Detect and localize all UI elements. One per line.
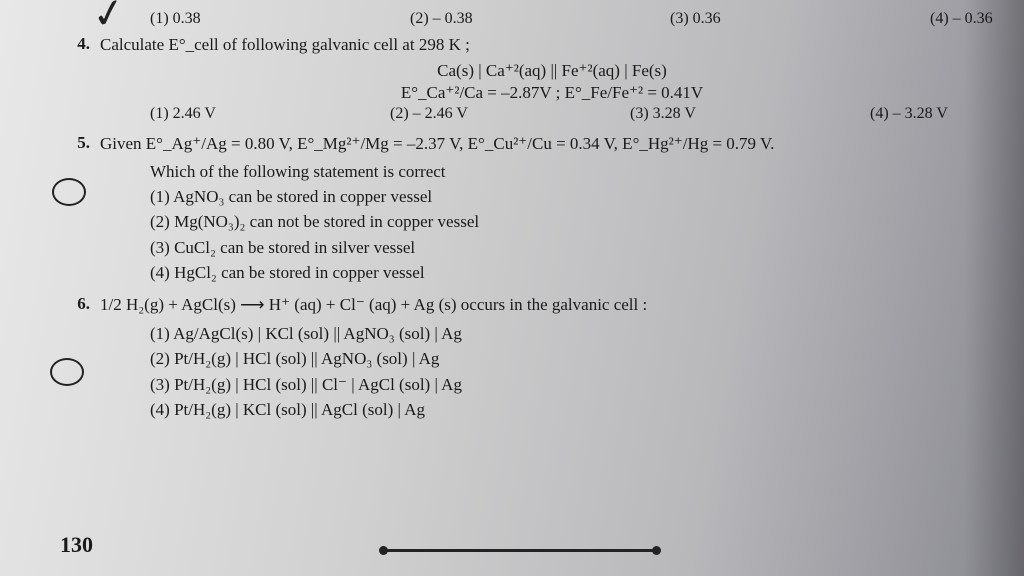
prev-option-3: (3) 0.36 (670, 10, 790, 28)
prev-option-1: (1) 0.38 (150, 10, 270, 28)
q5-option-3: (3) CuCl₂ can be stored in silver vessel (150, 235, 984, 261)
q4-cell-notation: Ca(s) | Ca⁺²(aq) || Fe⁺²(aq) | Fe(s) (120, 61, 984, 81)
checkmark-annotation: ✓ (88, 0, 129, 40)
q4-text: Calculate E°_cell of following galvanic … (100, 34, 984, 57)
q6-option-1: (1) Ag/AgCl(s) | KCl (sol) || AgNO₃ (sol… (150, 321, 984, 347)
question-5: 5. Given E°_Ag⁺/Ag = 0.80 V, E°_Mg²⁺/Mg … (60, 133, 984, 156)
q6-option-2: (2) Pt/H₂(g) | HCl (sol) || AgNO₃ (sol) … (150, 346, 984, 372)
prev-question-options: (1) 0.38 (2) – 0.38 (3) 0.36 (4) – 0.36 (150, 10, 984, 28)
page-shadow (964, 0, 1024, 576)
q5-circle-annotation (52, 178, 86, 206)
q6-reaction: 1/2 H₂(g) + AgCl(s) ⟶ H⁺ (aq) + Cl⁻ (aq)… (100, 294, 984, 317)
page-number: 130 (60, 532, 93, 558)
q5-prompt: Which of the following statement is corr… (150, 160, 984, 184)
q5-option-2: (2) Mg(NO₃)₂ can not be stored in copper… (150, 209, 984, 235)
q4-number: 4. (60, 34, 100, 57)
page-separator (380, 549, 660, 552)
q5-option-4: (4) HgCl₂ can be stored in copper vessel (150, 260, 984, 286)
q6-option-4: (4) Pt/H₂(g) | KCl (sol) || AgCl (sol) |… (150, 397, 984, 423)
question-6: 6. 1/2 H₂(g) + AgCl(s) ⟶ H⁺ (aq) + Cl⁻ (… (60, 294, 984, 317)
q5-given: Given E°_Ag⁺/Ag = 0.80 V, E°_Mg²⁺/Mg = –… (100, 133, 984, 156)
q5-option-1: (1) AgNO₃ can be stored in copper vessel (150, 184, 984, 210)
q6-circle-annotation (50, 358, 84, 386)
q4-options: (1) 2.46 V (2) – 2.46 V (3) 3.28 V (4) –… (150, 105, 984, 123)
q4-potentials: E°_Ca⁺²/Ca = –2.87V ; E°_Fe/Fe⁺² = 0.41V (120, 83, 984, 103)
q4-option-3: (3) 3.28 V (630, 105, 750, 123)
question-4: 4. Calculate E°_cell of following galvan… (60, 34, 984, 57)
q5-number: 5. (60, 133, 100, 156)
q6-number: 6. (60, 294, 100, 317)
q6-option-3: (3) Pt/H₂(g) | HCl (sol) || Cl⁻ | AgCl (… (150, 372, 984, 398)
q4-option-1: (1) 2.46 V (150, 105, 270, 123)
prev-option-2: (2) – 0.38 (410, 10, 530, 28)
q4-option-2: (2) – 2.46 V (390, 105, 510, 123)
